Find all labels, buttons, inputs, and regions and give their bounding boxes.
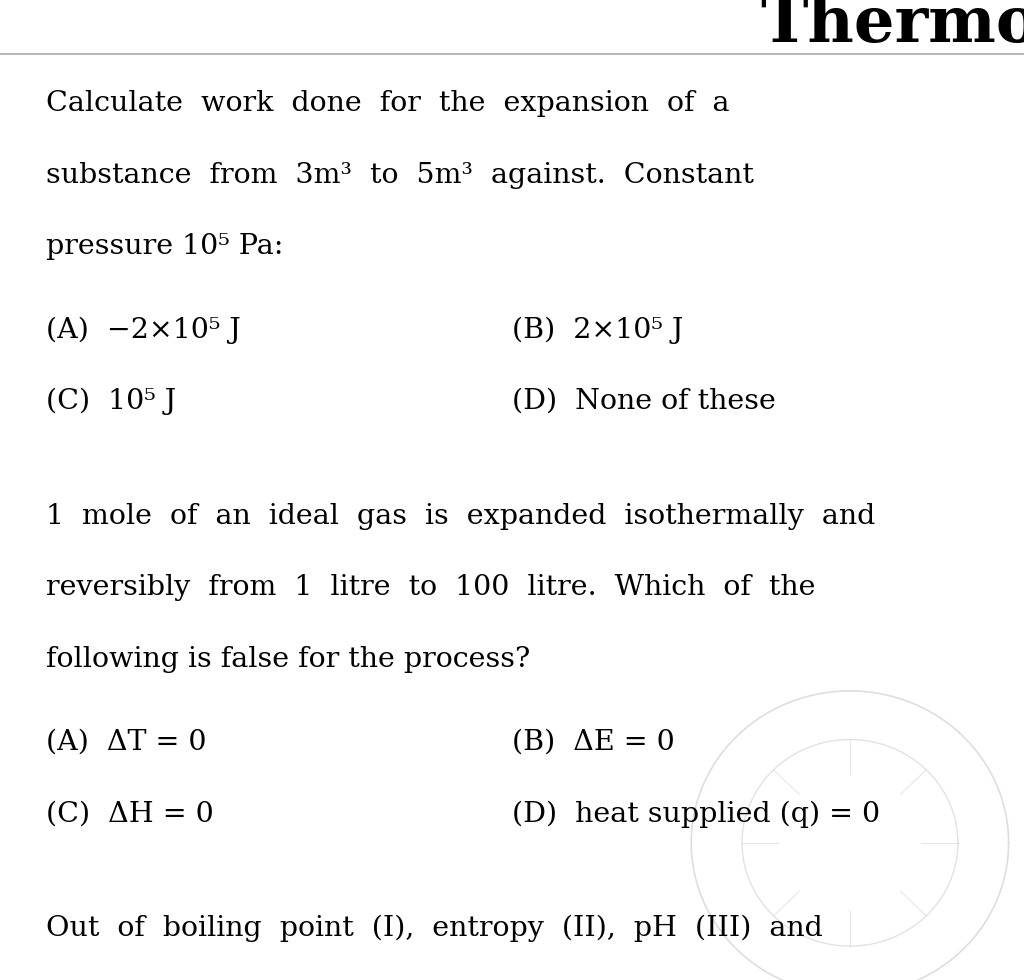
Text: Out  of  boiling  point  (I),  entropy  (II),  pH  (III)  and: Out of boiling point (I), entropy (II), … bbox=[46, 915, 823, 943]
Text: (C)  10⁵ J: (C) 10⁵ J bbox=[46, 388, 176, 416]
Text: (D)  None of these: (D) None of these bbox=[512, 388, 776, 416]
Text: reversibly  from  1  litre  to  100  litre.  Which  of  the: reversibly from 1 litre to 100 litre. Wh… bbox=[46, 574, 815, 601]
Text: following is false for the process?: following is false for the process? bbox=[46, 646, 530, 672]
Text: (C)  ΔH = 0: (C) ΔH = 0 bbox=[46, 801, 214, 827]
Text: Thermou: Thermou bbox=[761, 0, 1024, 55]
Text: substance  from  3m³  to  5m³  against.  Constant: substance from 3m³ to 5m³ against. Const… bbox=[46, 162, 754, 189]
Text: (A)  ΔT = 0: (A) ΔT = 0 bbox=[46, 729, 207, 756]
Text: (A)  −2×10⁵ J: (A) −2×10⁵ J bbox=[46, 317, 241, 344]
Text: 1  mole  of  an  ideal  gas  is  expanded  isothermally  and: 1 mole of an ideal gas is expanded isoth… bbox=[46, 503, 876, 529]
Text: (B)  2×10⁵ J: (B) 2×10⁵ J bbox=[512, 317, 683, 344]
Text: Calculate  work  done  for  the  expansion  of  a: Calculate work done for the expansion of… bbox=[46, 90, 729, 118]
Text: (B)  ΔE = 0: (B) ΔE = 0 bbox=[512, 729, 675, 756]
Text: (D)  heat supplied (q) = 0: (D) heat supplied (q) = 0 bbox=[512, 801, 880, 828]
Text: pressure 10⁵ Pa:: pressure 10⁵ Pa: bbox=[46, 233, 284, 261]
